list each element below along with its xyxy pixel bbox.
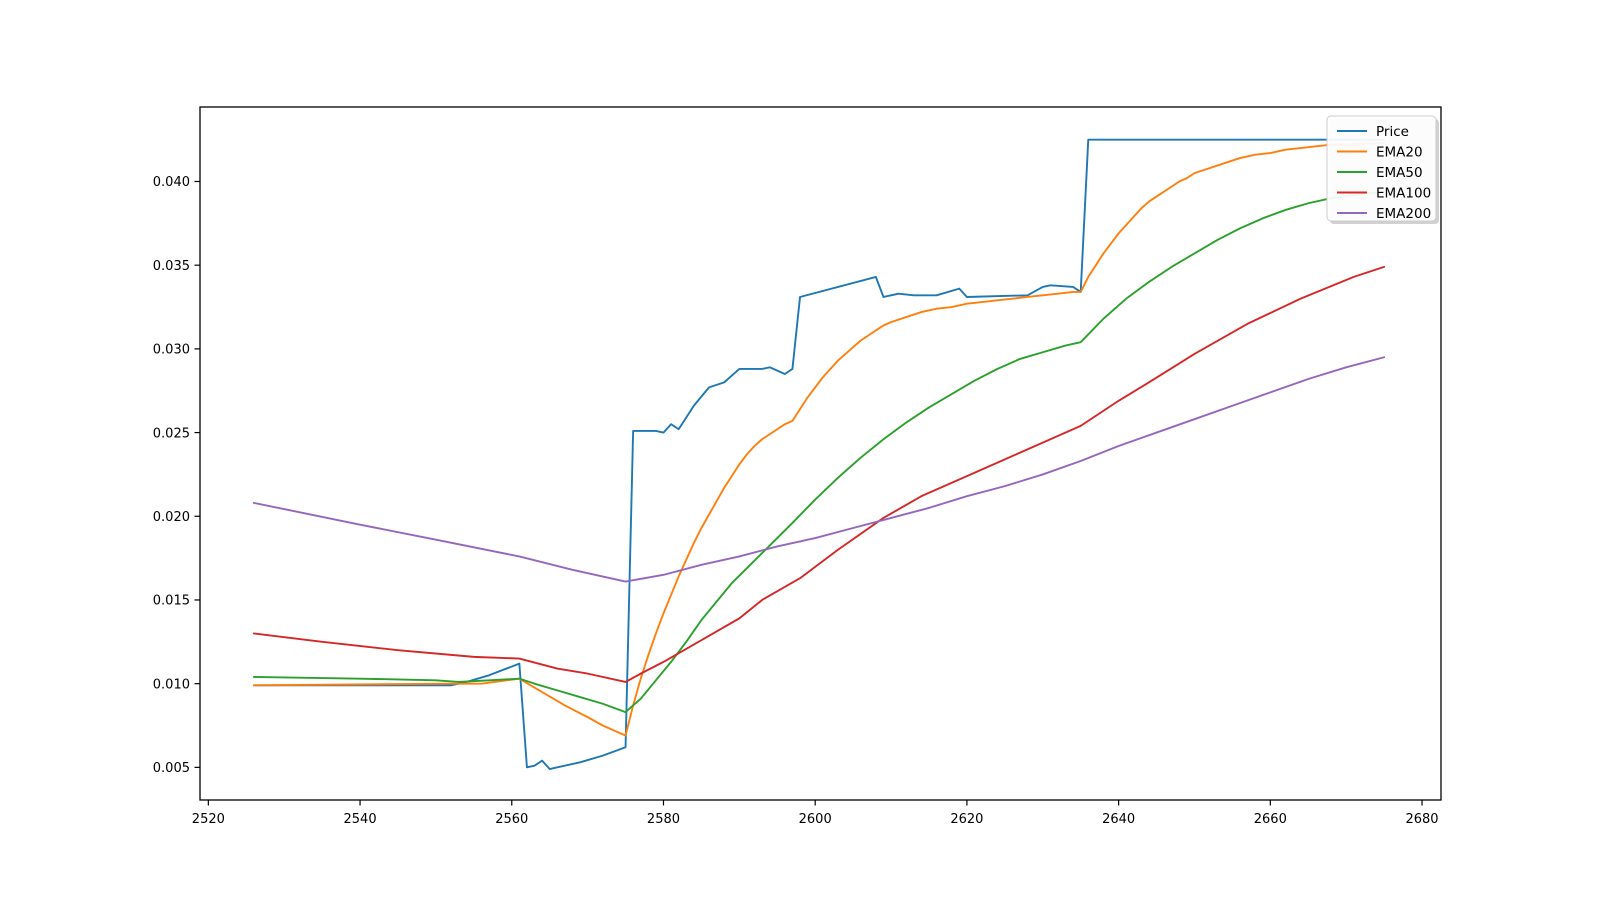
x-tick-label: 2560	[495, 812, 528, 827]
y-axis: 0.005 0.010 0.015 0.020 0.025 0.030 0.035 0.040	[153, 175, 200, 776]
ema50-line	[252, 190, 1386, 714]
legend-label: EMA100	[1376, 185, 1431, 201]
y-tick-label: 0.040	[153, 175, 190, 190]
legend-label: EMA20	[1376, 144, 1423, 160]
legend-item-price: Price	[1337, 124, 1409, 140]
x-axis: 2520 2540 2560 2580 2600 2620 2640 2660 2680	[192, 800, 1439, 827]
legend-item-ema50: EMA50	[1337, 165, 1423, 181]
legend-label: EMA50	[1376, 165, 1423, 181]
legend-label: Price	[1376, 124, 1409, 140]
y-tick-label: 0.015	[153, 594, 190, 609]
y-tick-label: 0.010	[153, 677, 190, 692]
ema200-line	[252, 356, 1386, 583]
series-lines	[252, 138, 1386, 770]
y-tick-label: 0.030	[153, 343, 190, 358]
legend-box	[1326, 115, 1437, 222]
legend-item-ema200: EMA200	[1337, 206, 1431, 222]
x-tick-label: 2640	[1102, 812, 1135, 827]
x-tick-label: 2540	[344, 812, 377, 827]
y-tick-label: 0.035	[153, 259, 190, 274]
price-line	[252, 138, 1386, 770]
axes-spines	[199, 106, 1442, 801]
legend-label: EMA200	[1376, 206, 1431, 222]
x-tick-label: 2580	[647, 812, 680, 827]
x-tick-label: 2600	[799, 812, 832, 827]
y-tick-label: 0.025	[153, 426, 190, 441]
legend-item-ema100: EMA100	[1337, 185, 1431, 201]
legend-item-ema20: EMA20	[1337, 144, 1423, 160]
x-tick-label: 2660	[1254, 812, 1287, 827]
ema20-line	[252, 142, 1386, 737]
x-tick-label: 2620	[950, 812, 983, 827]
y-tick-label: 0.005	[153, 761, 190, 776]
x-tick-label: 2680	[1405, 812, 1438, 827]
legend: Price EMA20 EMA50 EMA100 EMA200	[1326, 115, 1439, 224]
plot-frame	[199, 106, 1442, 801]
x-tick-label: 2520	[192, 812, 225, 827]
y-tick-label: 0.020	[153, 510, 190, 525]
ema100-line	[252, 265, 1386, 683]
